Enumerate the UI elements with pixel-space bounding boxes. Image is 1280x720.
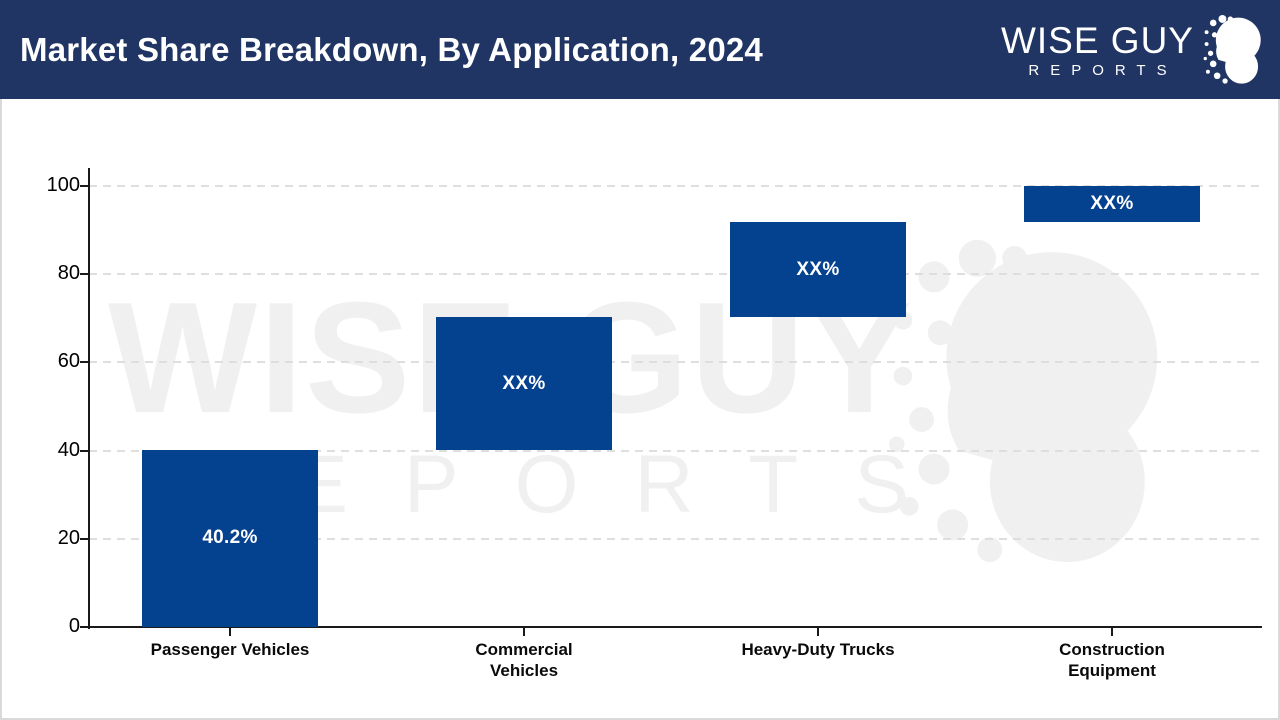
x-category-label: Passenger Vehicles bbox=[150, 640, 310, 659]
header-bar: Market Share Breakdown, By Application, … bbox=[0, 0, 1280, 99]
dotted-head-logo-icon bbox=[1203, 15, 1261, 84]
page-title: Market Share Breakdown, By Application, … bbox=[20, 30, 763, 68]
watermark-dotted-head-icon bbox=[889, 239, 1158, 563]
brand-name-text: WISE GUY bbox=[1000, 20, 1194, 61]
y-tick-label: 100 bbox=[46, 174, 80, 196]
y-tick-mark bbox=[80, 185, 89, 187]
y-tick-mark bbox=[80, 626, 89, 628]
y-tick-label: 40 bbox=[57, 438, 80, 461]
y-grid-line bbox=[89, 273, 1262, 276]
y-grid-line bbox=[89, 185, 1262, 187]
y-grid-line bbox=[89, 361, 1262, 364]
brand-wordmark: WISE GUY REPORTS bbox=[1000, 20, 1194, 80]
x-category-label: Heavy-Duty Trucks bbox=[741, 640, 895, 659]
y-grid-line bbox=[89, 537, 1262, 540]
bar-value-label: XX% bbox=[1090, 193, 1134, 215]
x-tick-mark bbox=[523, 628, 525, 636]
y-axis-line bbox=[88, 168, 90, 629]
y-tick-mark bbox=[80, 537, 89, 540]
y-tick-label: 0 bbox=[68, 615, 80, 637]
bar-3: XX% bbox=[730, 222, 906, 318]
y-tick-mark bbox=[80, 273, 89, 276]
x-tick-mark bbox=[1111, 628, 1113, 636]
bar-1: 40.2% bbox=[142, 449, 318, 627]
y-tick-mark bbox=[80, 361, 89, 364]
y-grid-line bbox=[89, 449, 1262, 452]
x-tick-mark bbox=[229, 628, 231, 636]
brand-reports-text: REPORTS bbox=[1028, 62, 1178, 79]
y-tick-label: 80 bbox=[57, 262, 80, 285]
bar-value-label: 40.2% bbox=[202, 527, 258, 549]
bar-2: XX% bbox=[436, 317, 612, 450]
x-tick-mark bbox=[817, 628, 819, 636]
y-tick-label: 20 bbox=[57, 526, 80, 549]
y-tick-label: 60 bbox=[57, 350, 80, 373]
x-axis-line bbox=[88, 626, 1262, 628]
brand-logo: WISE GUY REPORTS bbox=[1001, 8, 1266, 92]
x-category-label: Construction Equipment bbox=[1059, 640, 1165, 680]
y-tick-mark bbox=[80, 449, 89, 452]
x-category-label: Commercial Vehicles bbox=[475, 640, 573, 680]
bar-4: XX% bbox=[1024, 186, 1200, 223]
bar-value-label: XX% bbox=[796, 258, 840, 280]
bar-value-label: XX% bbox=[502, 372, 546, 394]
